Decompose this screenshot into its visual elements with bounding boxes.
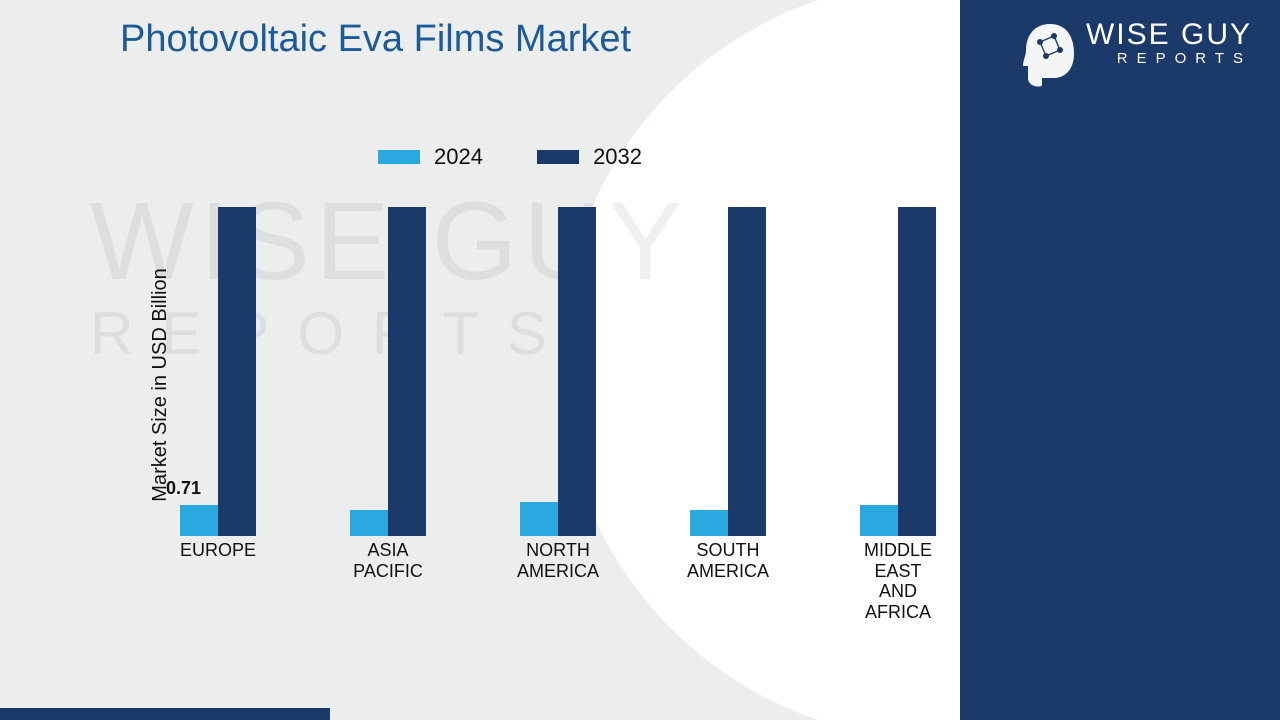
bar-2024 (860, 505, 898, 536)
legend-item-2032: 2032 (537, 144, 642, 170)
legend: 2024 2032 (50, 144, 970, 170)
x-category-label: NORTHAMERICA (480, 540, 636, 581)
x-category-label: SOUTHAMERICA (650, 540, 806, 581)
legend-swatch-2032 (537, 150, 579, 164)
legend-label-2032: 2032 (593, 144, 642, 170)
brand-logo-line1: WISE GUY (1086, 18, 1252, 52)
bar-value-label: 0.71 (166, 478, 201, 499)
x-category-label: MIDDLEEASTANDAFRICA (820, 540, 976, 623)
brand-logo-line2: REPORTS (1086, 50, 1252, 67)
chart-canvas: WISE GUY REPORTS Photovoltaic Eva Films … (0, 0, 1280, 720)
x-category-label: EUROPE (140, 540, 296, 561)
x-category-label: ASIAPACIFIC (310, 540, 466, 581)
right-band (960, 0, 1280, 720)
bar-2024 (180, 505, 218, 536)
bar-2032 (898, 207, 936, 536)
bottom-accent-bar (0, 708, 330, 720)
plot-region: 0.71 (120, 190, 970, 536)
bar-2024 (520, 502, 558, 536)
page-title: Photovoltaic Eva Films Market (120, 18, 631, 61)
chart-area: Market Size in USD Billion 2024 2032 0.7… (50, 150, 970, 620)
x-axis-labels: EUROPE ASIAPACIFIC NORTHAMERICA SOUTHAMERIC… (120, 536, 970, 620)
bar-2032 (728, 207, 766, 536)
legend-item-2024: 2024 (378, 144, 483, 170)
bar-2032 (388, 207, 426, 536)
bar-2032 (218, 207, 256, 536)
brand-logo: WISE GUY REPORTS (1086, 18, 1252, 67)
bar-2024 (350, 510, 388, 536)
bar-2024 (690, 510, 728, 536)
legend-label-2024: 2024 (434, 144, 483, 170)
brain-head-icon (1020, 20, 1080, 90)
bar-2032 (558, 207, 596, 536)
legend-swatch-2024 (378, 150, 420, 164)
